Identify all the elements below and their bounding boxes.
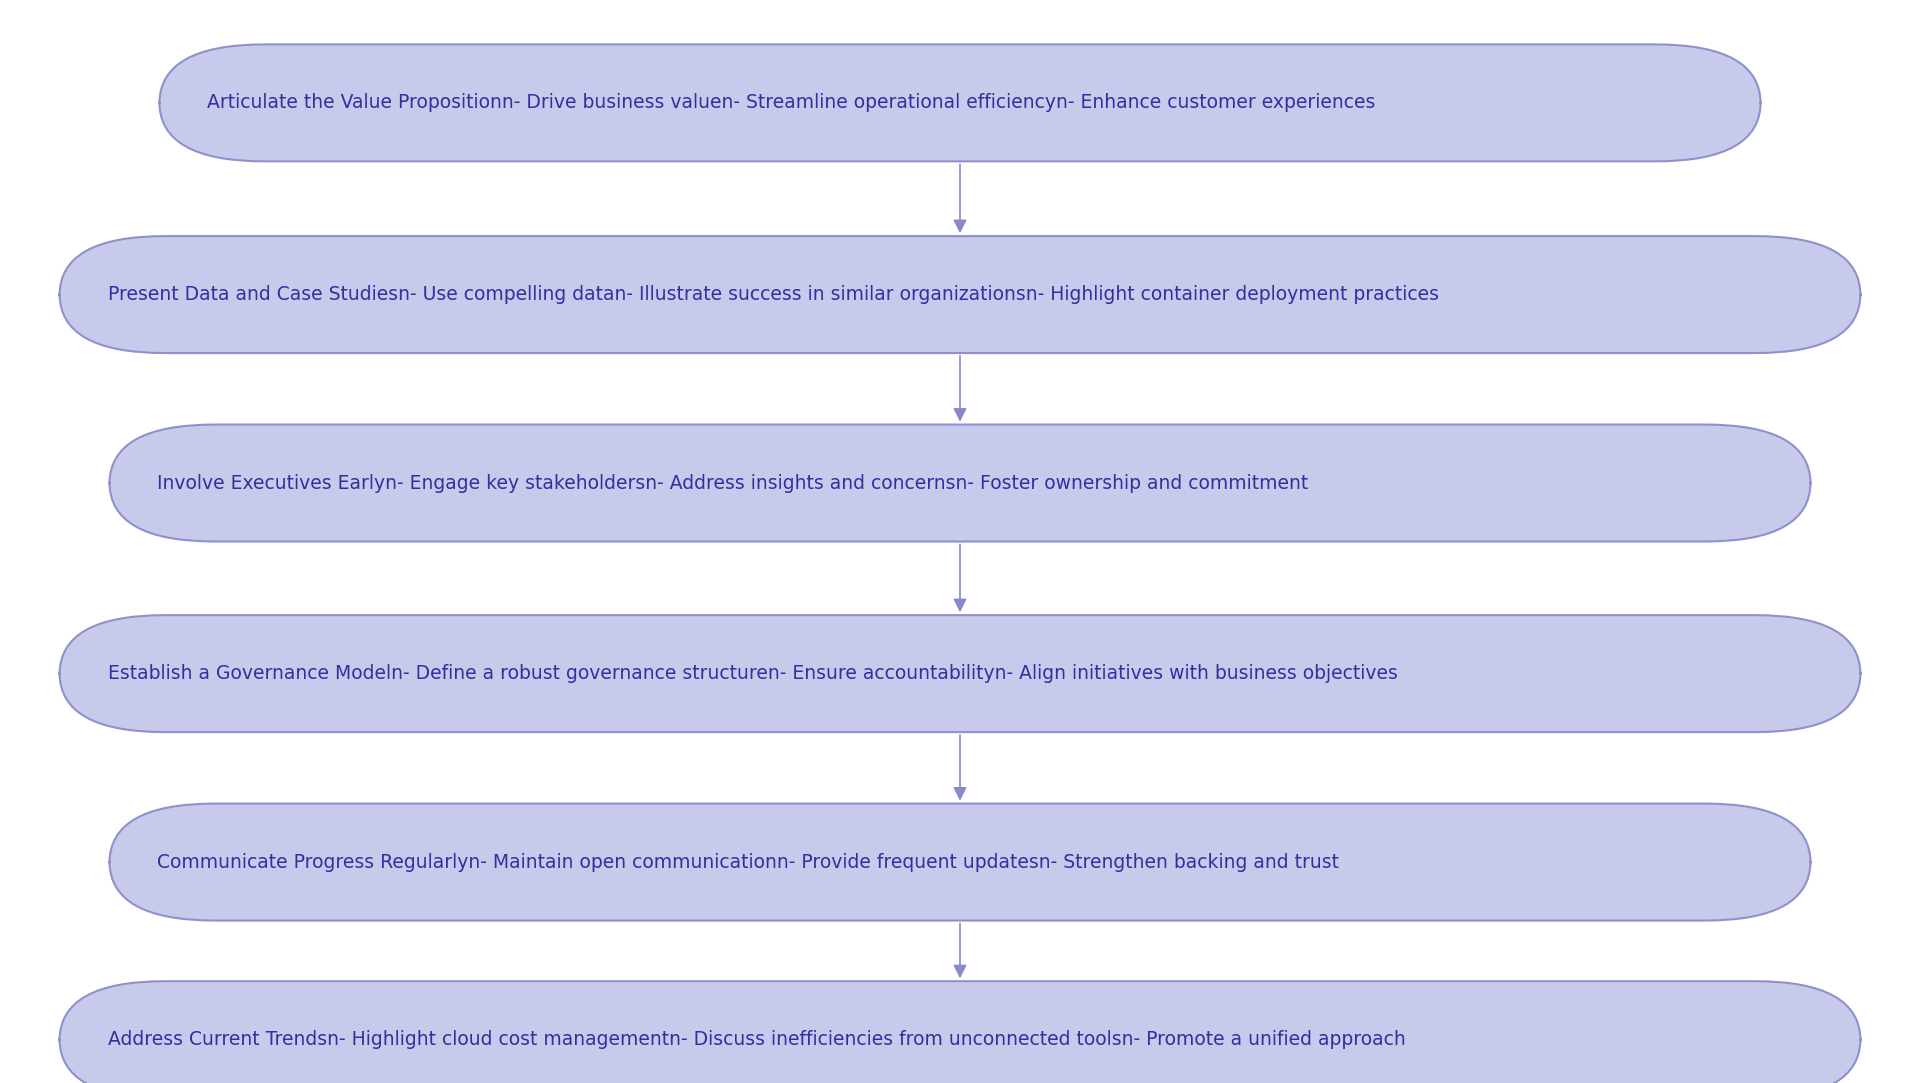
Text: Articulate the Value Propositionn- Drive business valuen- Streamline operational: Articulate the Value Propositionn- Drive… — [207, 93, 1377, 113]
FancyBboxPatch shape — [109, 425, 1811, 542]
Text: Communicate Progress Regularlyn- Maintain open communicationn- Provide frequent : Communicate Progress Regularlyn- Maintai… — [157, 852, 1340, 872]
Text: Present Data and Case Studiesn- Use compelling datan- Illustrate success in simi: Present Data and Case Studiesn- Use comp… — [108, 285, 1438, 304]
Text: Establish a Governance Modeln- Define a robust governance structuren- Ensure acc: Establish a Governance Modeln- Define a … — [108, 664, 1398, 683]
FancyBboxPatch shape — [60, 981, 1860, 1083]
Text: Address Current Trendsn- Highlight cloud cost managementn- Discuss inefficiencie: Address Current Trendsn- Highlight cloud… — [108, 1030, 1405, 1049]
FancyBboxPatch shape — [60, 236, 1860, 353]
FancyBboxPatch shape — [109, 804, 1811, 921]
FancyBboxPatch shape — [60, 615, 1860, 732]
FancyBboxPatch shape — [159, 44, 1761, 161]
Text: Involve Executives Earlyn- Engage key stakeholdersn- Address insights and concer: Involve Executives Earlyn- Engage key st… — [157, 473, 1309, 493]
